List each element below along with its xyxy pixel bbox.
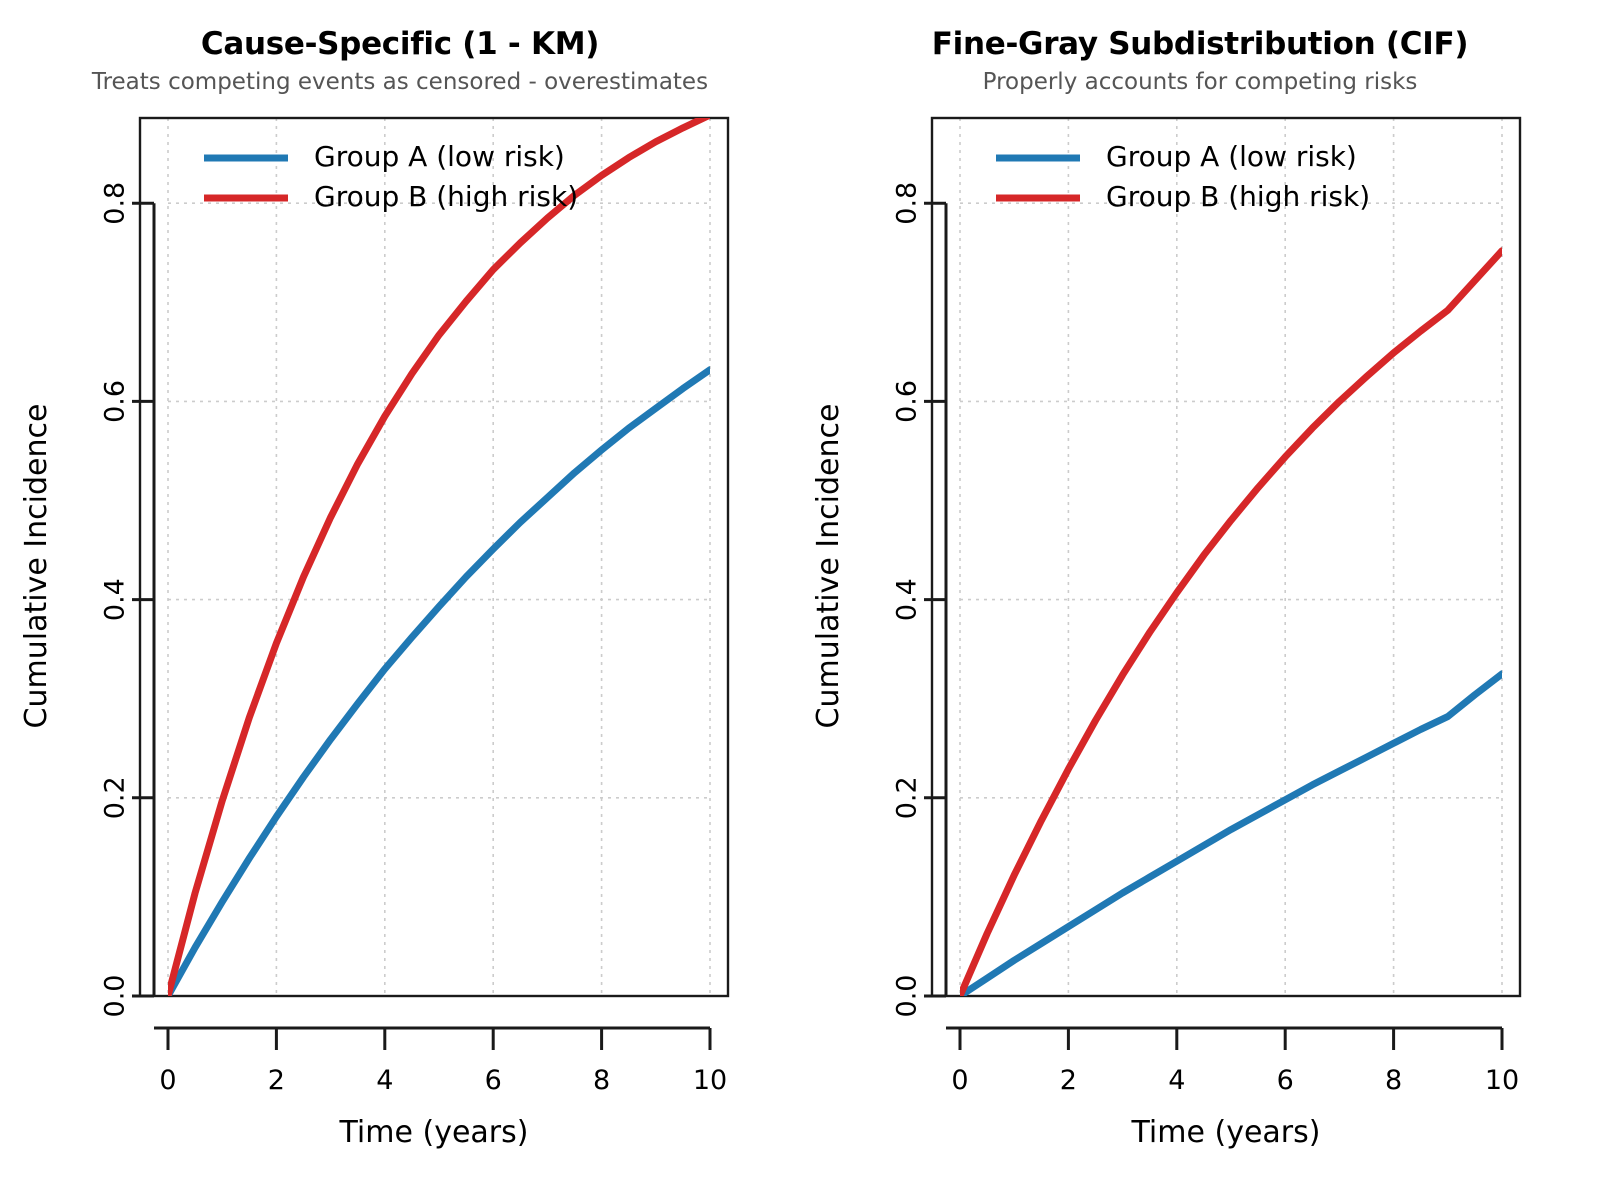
x-tick-label: 2 (268, 1065, 285, 1096)
x-axis-title-right: Time (years) (1131, 1115, 1321, 1150)
y-tick-label: 0.2 (100, 776, 131, 819)
x-axis-right: 0 2 4 6 8 10 (946, 1026, 1519, 1096)
x-tick-label: 4 (376, 1065, 393, 1096)
y-tick-label: 0.0 (892, 975, 923, 1018)
legend-item-label[interactable]: Group B (high risk) (1106, 180, 1370, 213)
x-tick-label: 6 (1277, 1065, 1294, 1096)
y-axis-title-right: Cumulative Incidence (811, 404, 846, 729)
page-subtitle-right: Properly accounts for competing risks (982, 69, 1418, 96)
panel-fine-gray: Fine-Gray Subdistribution (CIF) Properly… (800, 0, 1600, 1200)
y-axis-right: 0.0 0.2 0.4 0.6 0.8 (892, 182, 948, 1018)
x-tick-label: 8 (1385, 1065, 1402, 1096)
x-tick-label: 8 (593, 1065, 610, 1096)
legend-right[interactable]: Group A (low risk) Group B (high risk) (996, 140, 1370, 213)
y-tick-label: 0.0 (100, 975, 131, 1018)
x-tick-label: 10 (693, 1065, 727, 1096)
legend-item-label[interactable]: Group A (low risk) (1106, 140, 1357, 173)
x-tick-label: 4 (1168, 1065, 1185, 1096)
series-right (960, 247, 1502, 996)
y-tick-label: 0.8 (100, 182, 131, 225)
y-axis-left: 0.0 0.2 0.4 0.6 0.8 (100, 182, 156, 1018)
y-tick-label: 0.2 (892, 776, 923, 819)
legend-item-label[interactable]: Group A (low risk) (314, 140, 565, 173)
plot-right: 0 2 4 6 8 10 0.0 0.2 0.4 0.6 0.8 Group A (low ris… (811, 116, 1522, 1150)
panel-cause-specific: Cause-Specific (1 - KM) Treats competing… (0, 26, 800, 1150)
x-axis-title-left: Time (years) (339, 1115, 529, 1150)
x-tick-label: 2 (1060, 1065, 1077, 1096)
x-tick-label: 0 (951, 1065, 968, 1096)
series-line (168, 366, 710, 996)
series-line (168, 118, 710, 996)
series-line (960, 670, 1502, 996)
page-subtitle-left: Treats competing events as censored - ov… (91, 69, 709, 96)
gridlines-right (959, 118, 1503, 997)
x-axis-left: 0 2 4 6 8 10 (154, 1026, 727, 1096)
panel-right-headings: Fine-Gray Subdistribution (CIF) Properly… (800, 26, 1600, 96)
y-tick-label: 0.6 (892, 380, 923, 423)
panel-left-headings: Cause-Specific (1 - KM) Treats competing… (0, 26, 800, 96)
legend-left[interactable]: Group A (low risk) Group B (high risk) (204, 140, 578, 213)
x-tick-label: 10 (1485, 1065, 1519, 1096)
page-title-left: Cause-Specific (1 - KM) (200, 26, 600, 62)
series-line (960, 247, 1502, 996)
y-tick-label: 0.6 (100, 380, 131, 423)
y-tick-label: 0.8 (892, 182, 923, 225)
plot-border-left (138, 116, 730, 998)
x-tick-label: 0 (159, 1065, 176, 1096)
y-axis-title-left: Cumulative Incidence (19, 404, 54, 729)
x-tick-label: 6 (485, 1065, 502, 1096)
legend-item-label[interactable]: Group B (high risk) (314, 180, 578, 213)
page-title-right: Fine-Gray Subdistribution (CIF) (931, 26, 1469, 62)
y-tick-label: 0.4 (100, 578, 131, 621)
gridlines-left (167, 118, 711, 997)
y-tick-label: 0.4 (892, 578, 923, 621)
plot-border-right (930, 116, 1522, 998)
plot-left: 0 2 4 6 8 10 0.0 0.2 0.4 0.6 0.8 Group A (low ris… (19, 116, 730, 1150)
series-left (168, 118, 710, 996)
